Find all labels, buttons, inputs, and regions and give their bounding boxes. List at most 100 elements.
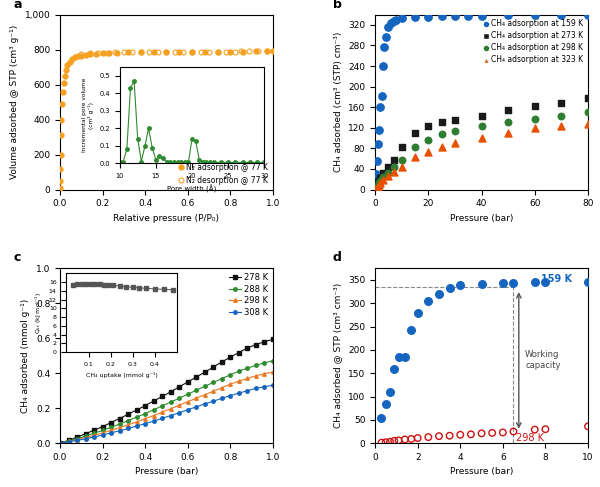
Point (445, 284, 454, 292)
298 K (197, 393, 204, 399)
Point (530, 279, 539, 286)
N₂ desorption @ 77 K (154, 49, 161, 55)
N₂ desorption @ 77 K (231, 49, 238, 55)
N₂ desorption @ 77 K (95, 50, 102, 56)
Point (389, 437, 399, 445)
Point (583, 279, 593, 286)
Point (437, 12, 446, 20)
Point (373, 181, 383, 188)
278 K (56, 440, 64, 446)
Point (376, 103, 385, 111)
Point (477, 280, 487, 287)
308 K (269, 382, 277, 388)
Line: N₂ desorption @ 77 K: N₂ desorption @ 77 K (79, 49, 275, 56)
N₂ desorption @ 77 K (172, 49, 179, 55)
Legend: CH₄ adsorption at 159 K, CH₄ adsorption at 273 K, CH₄ adsorption at 298 K, CH₄ a: CH₄ adsorption at 159 K, CH₄ adsorption … (482, 19, 584, 65)
Point (413, 434, 422, 442)
Line: 288 K: 288 K (58, 359, 275, 445)
Point (530, 11, 539, 19)
Point (381, 33, 391, 41)
Point (376, 174, 385, 182)
N₂ desorption @ 77 K (263, 48, 270, 54)
N₂ adsorption @ 77 K (77, 53, 85, 58)
Point (374, 180, 384, 187)
288 K (197, 385, 204, 391)
Point (377, 413, 386, 421)
Point (373, 183, 383, 191)
288 K (265, 359, 272, 365)
Point (378, 173, 388, 181)
N₂ adsorption @ 77 K (58, 132, 65, 138)
Point (583, 11, 593, 19)
Point (557, 122, 566, 130)
N₂ adsorption @ 77 K (86, 52, 94, 57)
N₂ adsorption @ 77 K (227, 49, 234, 55)
Point (378, 62, 388, 70)
298 K (265, 370, 272, 376)
298 K (56, 440, 64, 446)
Y-axis label: CH₄ adsorbed (cm³ (STP) cm⁻³): CH₄ adsorbed (cm³ (STP) cm⁻³) (334, 32, 343, 172)
288 K (209, 379, 217, 385)
Point (410, 144, 420, 151)
Point (583, 94, 593, 102)
N₂ adsorption @ 77 K (269, 48, 277, 54)
Legend: 278 K, 288 K, 298 K, 308 K: 278 K, 288 K, 298 K, 308 K (228, 272, 269, 318)
Point (424, 13, 433, 20)
Point (371, 170, 381, 178)
Point (455, 281, 465, 288)
N₂ desorption @ 77 K (86, 50, 94, 56)
Point (437, 131, 446, 138)
Point (380, 42, 389, 50)
288 K (103, 426, 110, 432)
N₂ desorption @ 77 K (246, 48, 253, 54)
N₂ adsorption @ 77 K (66, 59, 73, 65)
Point (394, 353, 403, 361)
Point (389, 17, 398, 25)
N₂ desorption @ 77 K (205, 49, 212, 55)
Point (374, 177, 384, 185)
N₂ adsorption @ 77 K (56, 185, 64, 191)
Point (397, 144, 407, 151)
Point (466, 431, 476, 438)
N₂ adsorption @ 77 K (176, 49, 183, 55)
N₂ adsorption @ 77 K (239, 49, 247, 55)
Point (477, 134, 487, 142)
308 K (125, 426, 132, 431)
Point (389, 168, 398, 175)
278 K (120, 413, 127, 419)
Point (477, 112, 487, 120)
N₂ desorption @ 77 K (146, 49, 153, 55)
Point (530, 114, 539, 122)
308 K (120, 427, 127, 432)
Line: 278 K: 278 K (58, 337, 275, 445)
Point (413, 309, 422, 317)
N₂ desorption @ 77 K (137, 49, 145, 55)
N₂ desorption @ 77 K (269, 48, 277, 54)
N₂ adsorption @ 77 K (99, 50, 106, 56)
278 K (209, 364, 217, 370)
Point (374, 127, 384, 134)
Text: a: a (13, 0, 22, 11)
Point (385, 388, 395, 396)
Point (437, 118, 446, 126)
N₂ adsorption @ 77 K (60, 80, 67, 86)
Point (383, 23, 393, 31)
N₂ adsorption @ 77 K (252, 48, 259, 54)
288 K (125, 418, 132, 424)
N₂ adsorption @ 77 K (61, 73, 68, 79)
Point (377, 439, 386, 447)
Point (400, 353, 410, 361)
N₂ adsorption @ 77 K (125, 50, 132, 56)
Point (424, 136, 433, 144)
N₂ desorption @ 77 K (163, 49, 170, 55)
Point (583, 423, 593, 431)
Point (450, 139, 460, 147)
N₂ adsorption @ 77 K (163, 49, 170, 55)
N₂ desorption @ 77 K (254, 48, 262, 54)
Point (373, 182, 383, 190)
Text: d: d (332, 251, 341, 264)
N₂ adsorption @ 77 K (62, 67, 70, 73)
288 K (120, 419, 127, 425)
298 K (103, 429, 110, 434)
Point (487, 429, 497, 437)
